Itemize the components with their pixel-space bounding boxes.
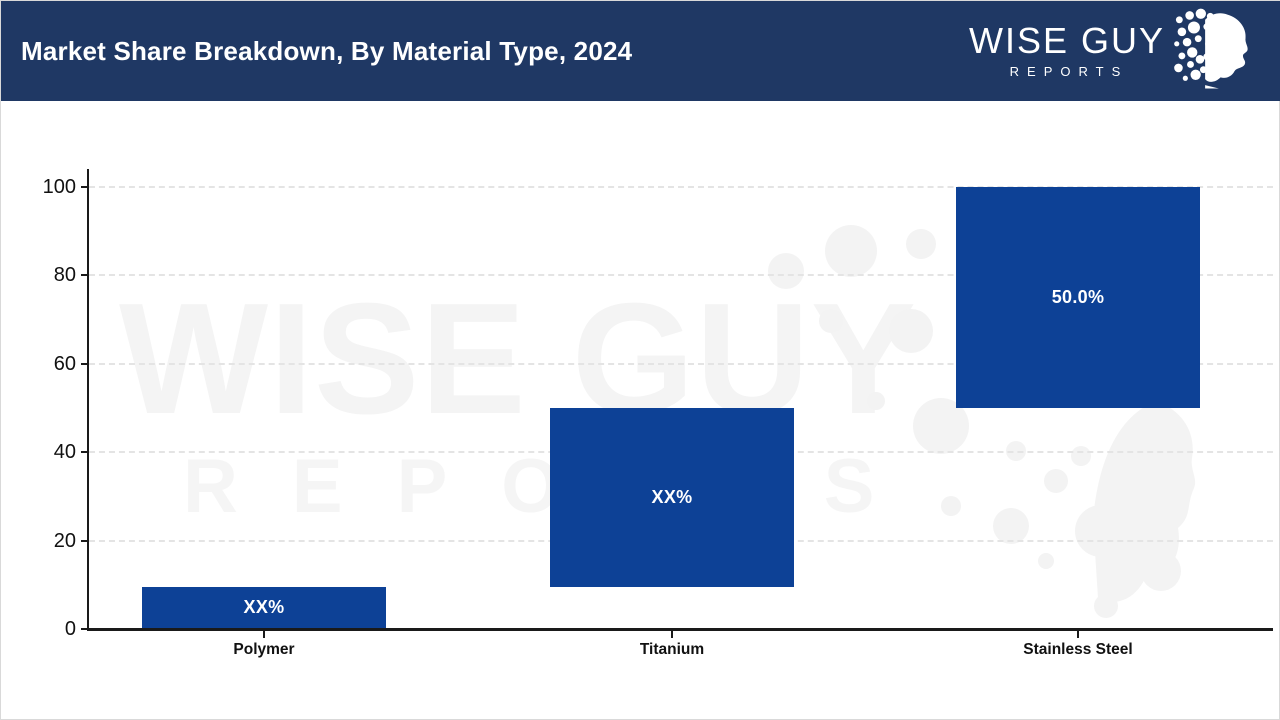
brand-logo: WISE GUY REPORTS	[969, 6, 1255, 97]
bar-stainless-steel: 50.0%	[956, 187, 1200, 408]
x-tick-1	[671, 630, 673, 638]
y-tick-0	[81, 628, 89, 630]
logo-line2: REPORTS	[1009, 64, 1129, 79]
bar-titanium: XX%	[550, 408, 794, 587]
y-tick-20	[81, 539, 89, 542]
y-tick-80	[81, 274, 89, 277]
x-axis-line	[87, 628, 1273, 631]
y-tick-label-80: 80	[53, 264, 76, 287]
y-tick-label-60: 60	[53, 352, 76, 375]
y-tick-100	[81, 186, 89, 188]
x-category-label-2: Stainless Steel	[1023, 641, 1133, 658]
gridline-y-60	[89, 362, 1273, 365]
x-tick-0	[263, 630, 265, 638]
x-category-label-1: Titanium	[639, 641, 705, 658]
logo-line1: WISE GUY	[968, 20, 1165, 61]
bar-value-label: 50.0%	[1051, 287, 1105, 307]
x-category-label-0: Polymer	[233, 641, 295, 658]
logo-wordmark: WISE GUY REPORTS	[968, 20, 1165, 80]
bar-value-label: XX%	[243, 597, 285, 618]
gridline-y-100	[89, 186, 1273, 188]
y-axis-line	[87, 169, 89, 631]
y-tick-label-40: 40	[53, 441, 76, 464]
head-profile-dots-icon	[1169, 6, 1255, 97]
x-tick-2	[1077, 630, 1079, 638]
bar-polymer: XX%	[142, 587, 386, 629]
y-tick-60	[81, 362, 89, 365]
page-title: Market Share Breakdown, By Material Type…	[21, 35, 633, 66]
y-tick-label-0: 0	[64, 618, 76, 640]
header-bar: Market Share Breakdown, By Material Type…	[1, 1, 1280, 101]
y-tick-label-100: 100	[42, 176, 76, 198]
y-tick-label-20: 20	[53, 529, 76, 552]
gridline-y-80	[89, 274, 1273, 277]
bar-value-label: XX%	[651, 487, 693, 507]
y-tick-40	[81, 451, 89, 454]
